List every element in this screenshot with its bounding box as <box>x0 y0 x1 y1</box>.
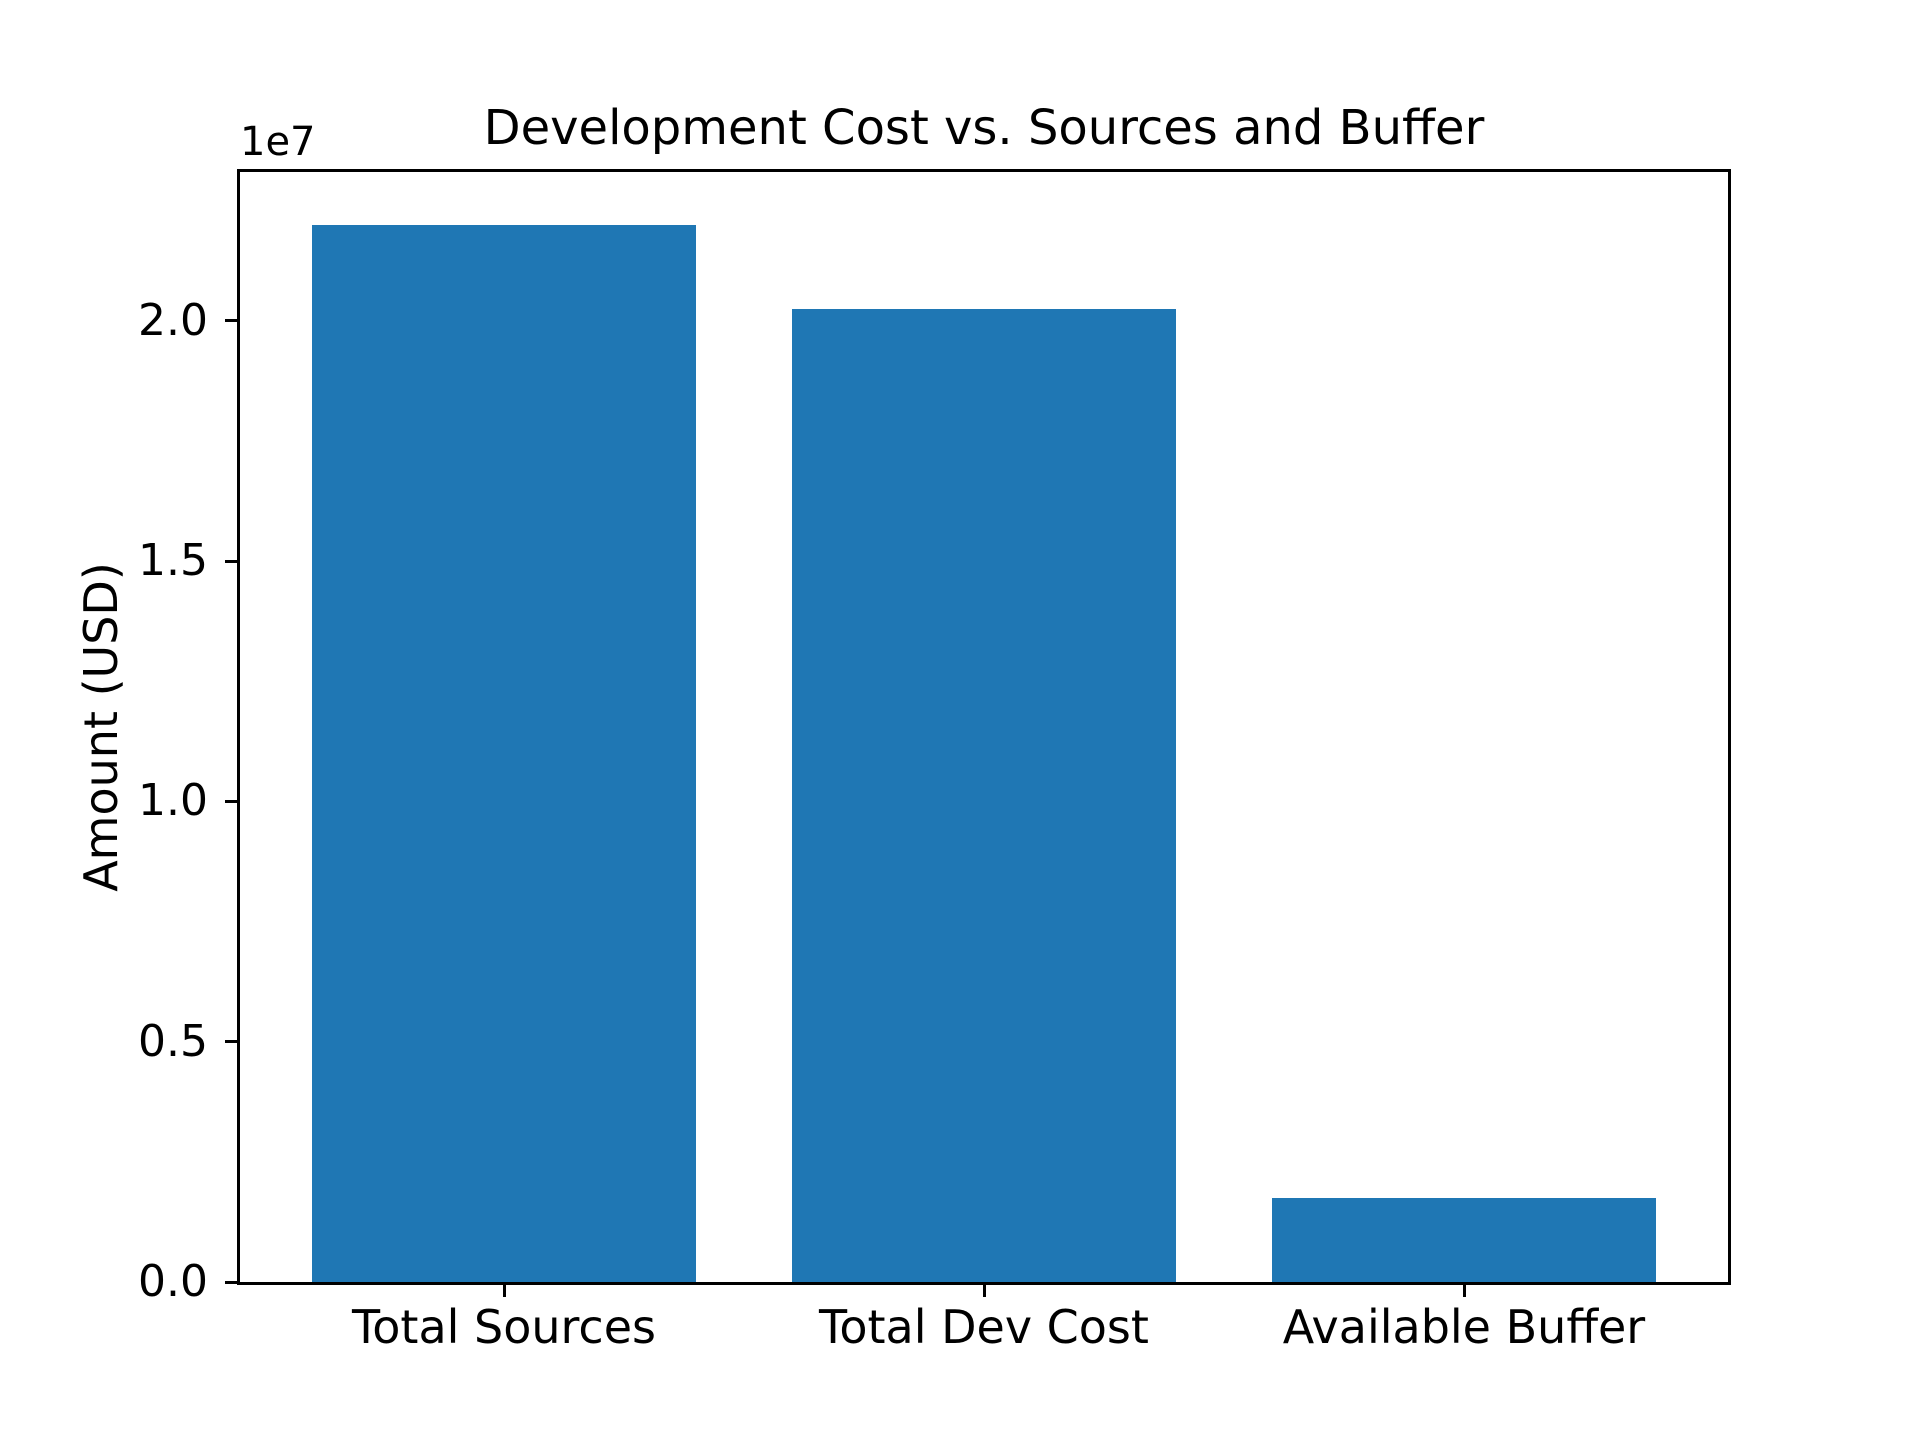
x-tick-label-total-dev-cost: Total Dev Cost <box>819 1300 1149 1354</box>
x-tick-label-available-buffer: Available Buffer <box>1282 1300 1646 1354</box>
y-tick-mark <box>225 1280 237 1284</box>
x-tick-mark <box>982 1285 986 1297</box>
y-tick-label: 0.0 <box>138 1256 208 1307</box>
bar-total-dev-cost <box>792 308 1176 1282</box>
y-tick-mark <box>225 1040 237 1044</box>
y-tick-mark <box>225 799 237 803</box>
x-tick-mark <box>1462 1285 1466 1297</box>
y-axis-offset-label: 1e7 <box>240 119 316 165</box>
plot-area <box>237 169 1731 1285</box>
y-tick-mark <box>225 559 237 563</box>
x-tick-label-total-sources: Total Sources <box>351 1300 656 1354</box>
y-tick-label: 0.5 <box>138 1015 208 1067</box>
y-tick-mark <box>225 319 237 323</box>
bar-total-sources <box>312 224 696 1282</box>
y-tick-label: 1.5 <box>138 535 208 587</box>
y-axis-label: Amount (USD) <box>74 562 128 892</box>
y-tick-label: 2.0 <box>138 294 208 346</box>
x-tick-mark <box>502 1285 506 1297</box>
y-tick-label: 1.0 <box>138 775 208 827</box>
chart-title: Development Cost vs. Sources and Buffer <box>483 100 1485 156</box>
bar-available-buffer <box>1272 1197 1656 1282</box>
